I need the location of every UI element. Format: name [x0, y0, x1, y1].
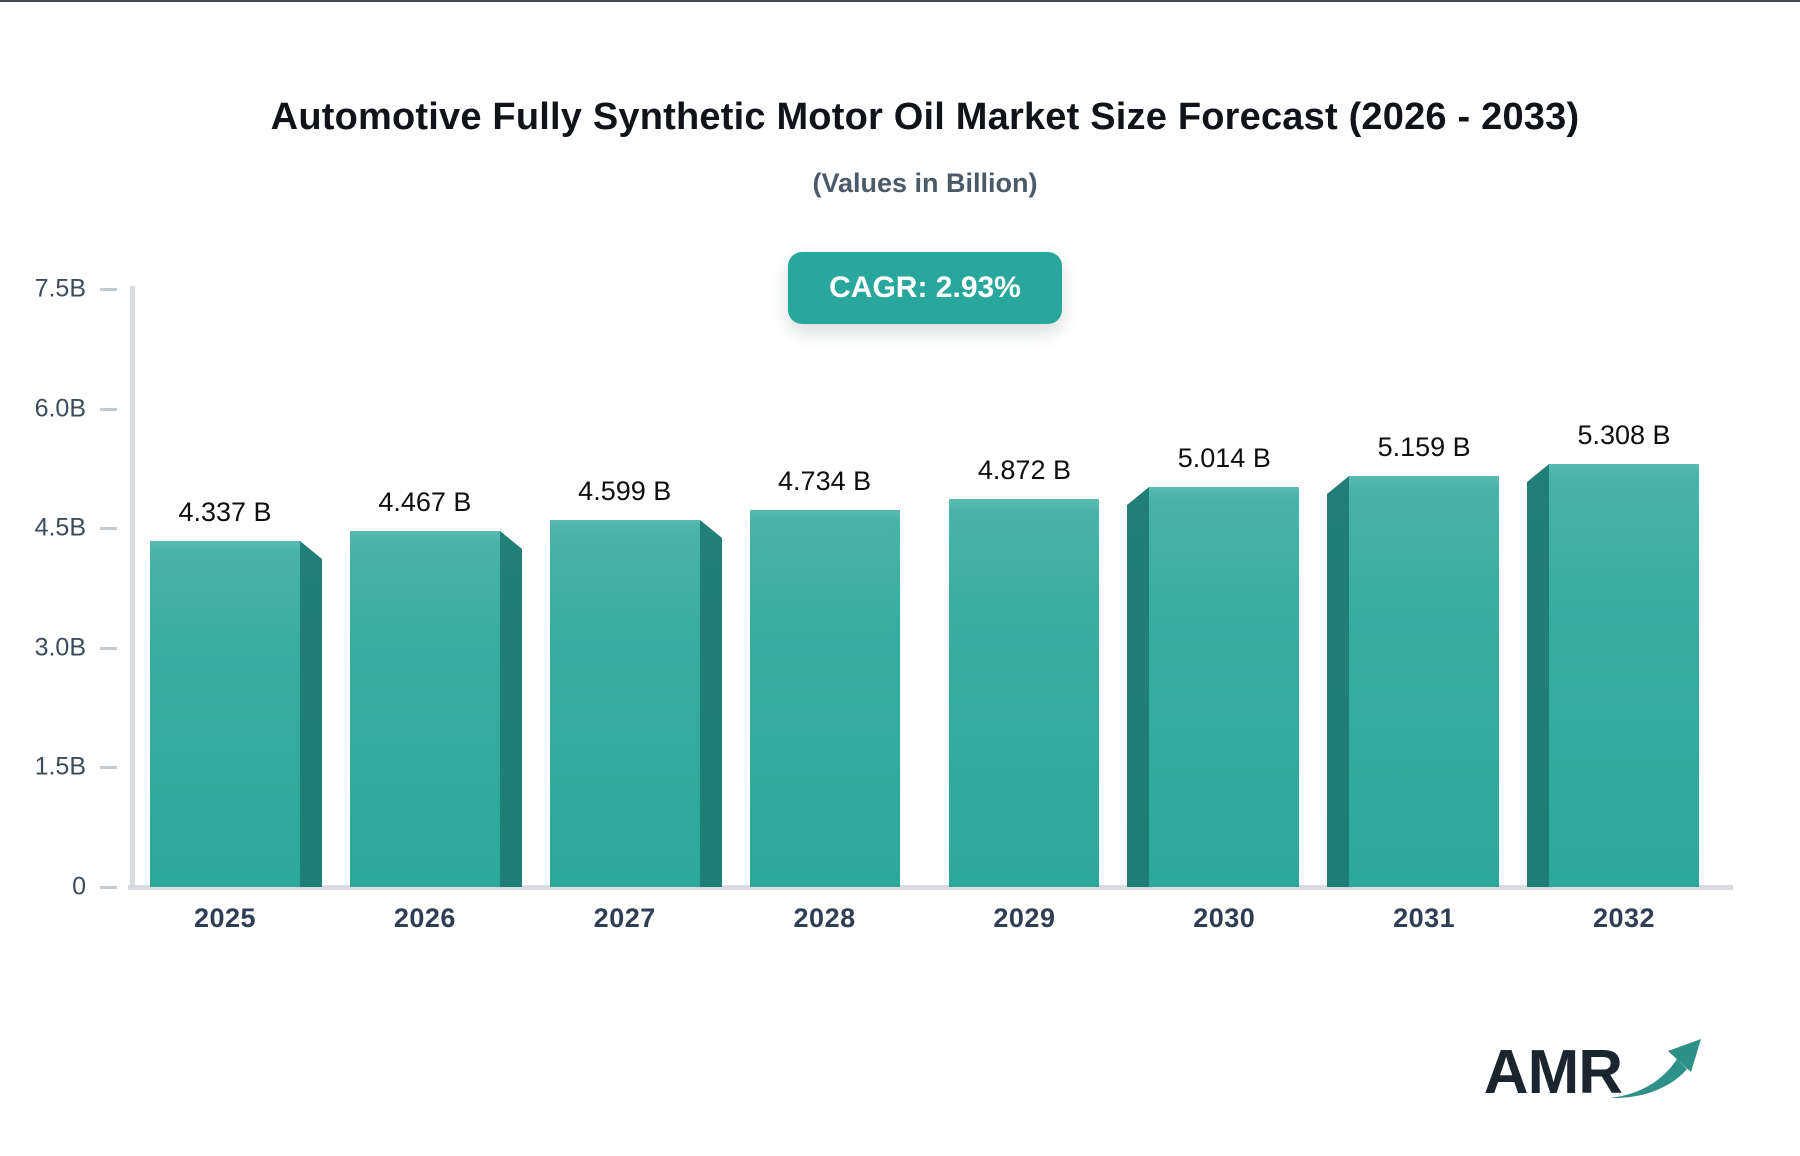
bar-value-label: 4.599 B	[578, 476, 672, 506]
bar-value-label: 4.337 B	[178, 497, 272, 527]
x-axis-label-2026: 2026	[393, 903, 456, 933]
bar-2030-3d-side	[1127, 487, 1149, 887]
y-axis-tick	[100, 646, 117, 650]
amr-logo: AMR	[1484, 1032, 1708, 1104]
x-axis-label-2028: 2028	[793, 903, 856, 933]
bar-2027	[550, 520, 700, 887]
amr-logo-text: AMR	[1483, 1038, 1623, 1107]
bar-value-label: 5.159 B	[1377, 432, 1471, 462]
bar-2028	[750, 510, 900, 887]
chart-title: Automotive Fully Synthetic Motor Oil Mar…	[270, 96, 1580, 138]
cagr-badge: CAGR: 2.93%	[788, 252, 1062, 324]
y-axis-tick-label: 4.5B	[34, 513, 86, 542]
bar-2031	[1349, 476, 1499, 887]
x-axis-label-2025: 2025	[193, 903, 257, 933]
chart-subtitle: (Values in Billion)	[812, 168, 1038, 198]
x-axis-label-2031: 2031	[1393, 903, 1456, 933]
bar-2025-3d-side	[300, 541, 322, 887]
y-axis-tick-label: 7.5B	[34, 274, 86, 303]
bar-value-label: 4.734 B	[778, 466, 872, 496]
x-axis-label-2030: 2030	[1193, 903, 1256, 933]
bar-2030	[1149, 487, 1299, 887]
bar-value-label: 5.014 B	[1177, 443, 1271, 473]
y-axis-tick-label: 6.0B	[34, 394, 86, 423]
bar-value-label: 5.308 B	[1577, 420, 1671, 450]
bar-2031-3d-side	[1327, 476, 1349, 887]
x-axis-label-2029: 2029	[993, 903, 1056, 933]
y-axis-tick	[100, 288, 117, 292]
y-axis-tick	[100, 527, 117, 531]
bar-value-label: 4.872 B	[977, 455, 1071, 485]
y-axis-tick-label: 3.0B	[34, 633, 86, 662]
top-border-line	[0, 0, 1800, 2]
bar-value-label: 4.467 B	[378, 487, 472, 517]
cagr-badge-label: CAGR: 2.93%	[829, 271, 1021, 304]
growth-arrow-icon	[1610, 1039, 1701, 1099]
bar-2026	[350, 531, 500, 887]
y-axis-line	[130, 286, 135, 890]
y-axis-tick-label: 1.5B	[34, 752, 86, 781]
bar-2027-3d-side	[700, 520, 722, 887]
y-axis-tick	[100, 407, 117, 411]
bar-2025	[150, 541, 300, 887]
y-axis-tick	[100, 886, 117, 889]
x-axis-label-2027: 2027	[593, 903, 656, 933]
y-axis-tick-label: 0	[72, 872, 86, 901]
bar-2026-3d-side	[500, 531, 522, 887]
x-axis-label-2032: 2032	[1592, 903, 1656, 933]
x-axis-baseline	[128, 885, 1733, 890]
y-axis-tick	[100, 766, 117, 770]
bar-2032	[1549, 464, 1699, 887]
bar-2032-3d-side	[1527, 464, 1549, 887]
bar-2029	[949, 499, 1099, 887]
